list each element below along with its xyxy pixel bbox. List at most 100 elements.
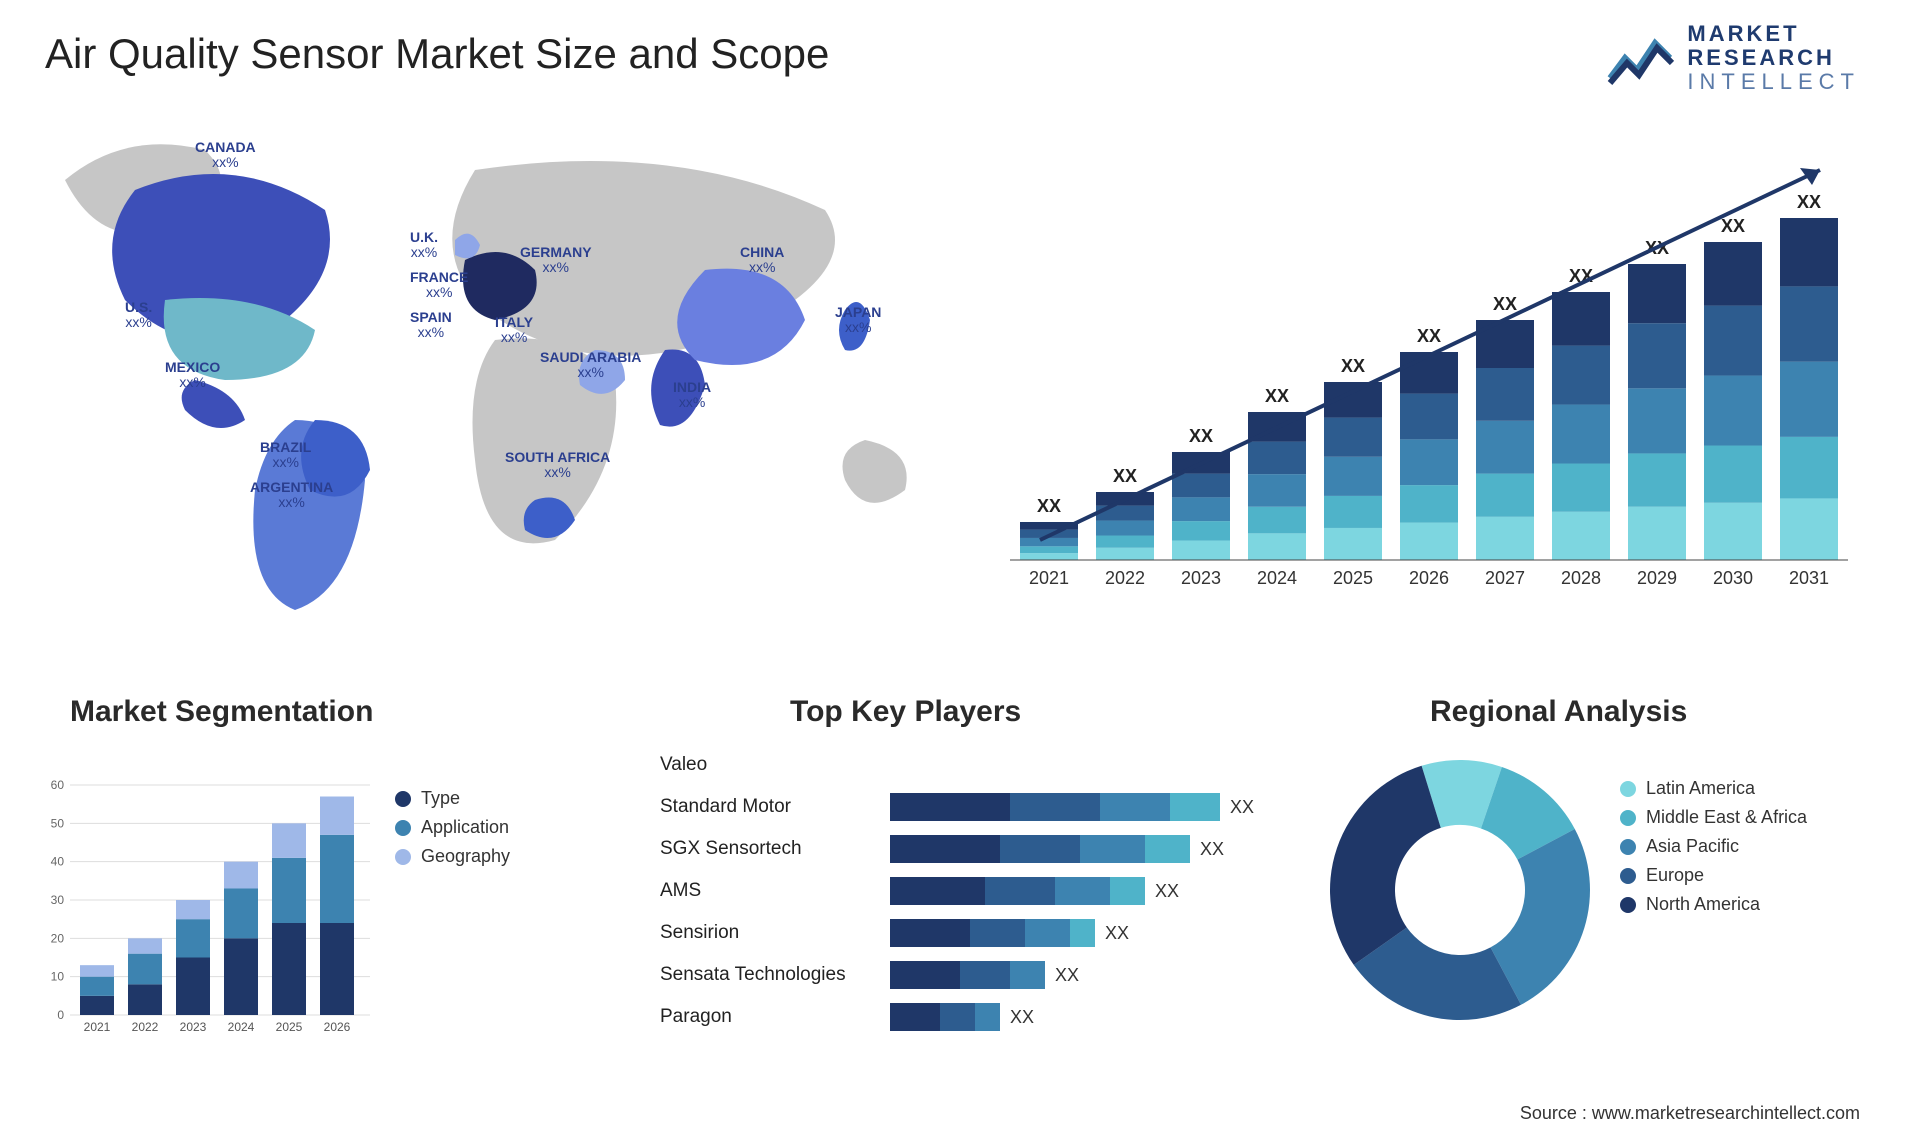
bar-seg [960, 961, 1010, 989]
country-name: GERMANY [520, 244, 592, 260]
country-name: INDIA [673, 379, 711, 395]
country-name: SOUTH AFRICA [505, 449, 610, 465]
player-name: Paragon [660, 1006, 890, 1028]
player-name: Valeo [660, 754, 890, 776]
bar-segment [1248, 474, 1306, 507]
bar-segment [1248, 442, 1306, 475]
seg-bar-segment [272, 858, 306, 923]
year-label: 2031 [1789, 568, 1829, 588]
country-name: CANADA [195, 139, 256, 155]
player-bar: XX [890, 919, 1280, 947]
bar-value-label: XX [1493, 294, 1517, 314]
bar-value-label: XX [1189, 426, 1213, 446]
key-players-panel: ValeoStandard MotorXXSGX SensortechXXAMS… [660, 745, 1280, 1039]
key-player-row: Sensata TechnologiesXX [660, 955, 1280, 995]
legend-label: Type [421, 788, 460, 809]
seg-bar-segment [320, 835, 354, 923]
map-label: SOUTH AFRICAxx% [505, 450, 610, 481]
donut-slice [1330, 766, 1441, 965]
player-bar: XX [890, 877, 1280, 905]
y-tick: 50 [51, 816, 65, 830]
legend-row: Asia Pacific [1620, 836, 1807, 857]
bar-seg [1000, 835, 1080, 863]
bar-segment [1476, 474, 1534, 517]
player-name: AMS [660, 880, 890, 902]
page-title: Air Quality Sensor Market Size and Scope [45, 30, 829, 78]
seg-bar-segment [128, 954, 162, 985]
bar-segment [1096, 521, 1154, 536]
bar-segment [1704, 242, 1762, 306]
seg-year-label: 2025 [276, 1020, 303, 1034]
legend-label: Latin America [1646, 778, 1755, 799]
country-pct: xx% [740, 260, 784, 275]
key-player-row: SGX SensortechXX [660, 829, 1280, 869]
legend-dot [395, 849, 411, 865]
legend-label: Application [421, 817, 509, 838]
seg-year-label: 2021 [84, 1020, 111, 1034]
bar-seg [940, 1003, 975, 1031]
bar-seg [1170, 793, 1220, 821]
map-label: GERMANYxx% [520, 245, 592, 276]
source-text: Source : www.marketresearchintellect.com [1520, 1103, 1860, 1124]
logo-line3: INTELLECT [1687, 70, 1860, 94]
bar-segment [1628, 453, 1686, 506]
seg-year-label: 2024 [228, 1020, 255, 1034]
player-value: XX [1200, 839, 1224, 860]
seg-bar-segment [176, 958, 210, 1016]
country-name: SPAIN [410, 309, 452, 325]
legend-dot [1620, 897, 1636, 913]
country-pct: xx% [673, 395, 711, 410]
map-label: INDIAxx% [673, 380, 711, 411]
player-value: XX [1230, 797, 1254, 818]
map-label: CHINAxx% [740, 245, 784, 276]
country-name: BRAZIL [260, 439, 311, 455]
legend-row: Application [395, 817, 510, 838]
bar-segment [1628, 264, 1686, 323]
country-name: SAUDI ARABIA [540, 349, 641, 365]
bar-segment [1020, 538, 1078, 546]
bar-segment [1324, 418, 1382, 457]
seg-bar-segment [272, 923, 306, 1015]
country-pct: xx% [835, 320, 881, 335]
bar-seg [890, 961, 960, 989]
bar-segment [1248, 533, 1306, 560]
bar-segment [1628, 323, 1686, 388]
country-name: CHINA [740, 244, 784, 260]
segmentation-chart: 0102030405060202120222023202420252026 [35, 745, 385, 1045]
bar-segment [1324, 528, 1382, 560]
country-pct: xx% [505, 465, 610, 480]
segmentation-legend: Type Application Geography [395, 780, 510, 875]
bar-value-label: XX [1037, 496, 1061, 516]
legend-label: Geography [421, 846, 510, 867]
bar-seg [1145, 835, 1190, 863]
legend-label: Middle East & Africa [1646, 807, 1807, 828]
year-label: 2023 [1181, 568, 1221, 588]
bar-segment [1400, 523, 1458, 560]
bar-segment [1172, 521, 1230, 540]
bar-seg [890, 919, 970, 947]
year-label: 2026 [1409, 568, 1449, 588]
bar-segment [1704, 446, 1762, 503]
map-label: CANADAxx% [195, 140, 256, 171]
bar-seg [1010, 793, 1100, 821]
bar-value-label: XX [1721, 216, 1745, 236]
player-value: XX [1155, 881, 1179, 902]
country-name: ARGENTINA [250, 479, 333, 495]
map-label: SAUDI ARABIAxx% [540, 350, 641, 381]
legend-dot [395, 791, 411, 807]
country-pct: xx% [540, 365, 641, 380]
bar-seg [975, 1003, 1000, 1031]
key-players-title: Top Key Players [790, 695, 1021, 729]
y-tick: 0 [57, 1008, 64, 1022]
bar-value-label: XX [1341, 356, 1365, 376]
bar-segment [1248, 507, 1306, 534]
seg-bar-segment [320, 797, 354, 835]
seg-bar-segment [80, 965, 114, 977]
bar-segment [1552, 512, 1610, 560]
bar-segment [1400, 394, 1458, 440]
map-label: U.S.xx% [125, 300, 152, 331]
bar-segment [1172, 474, 1230, 498]
bar-segment [1172, 497, 1230, 521]
country-name: U.S. [125, 299, 152, 315]
logo-icon [1605, 28, 1675, 88]
